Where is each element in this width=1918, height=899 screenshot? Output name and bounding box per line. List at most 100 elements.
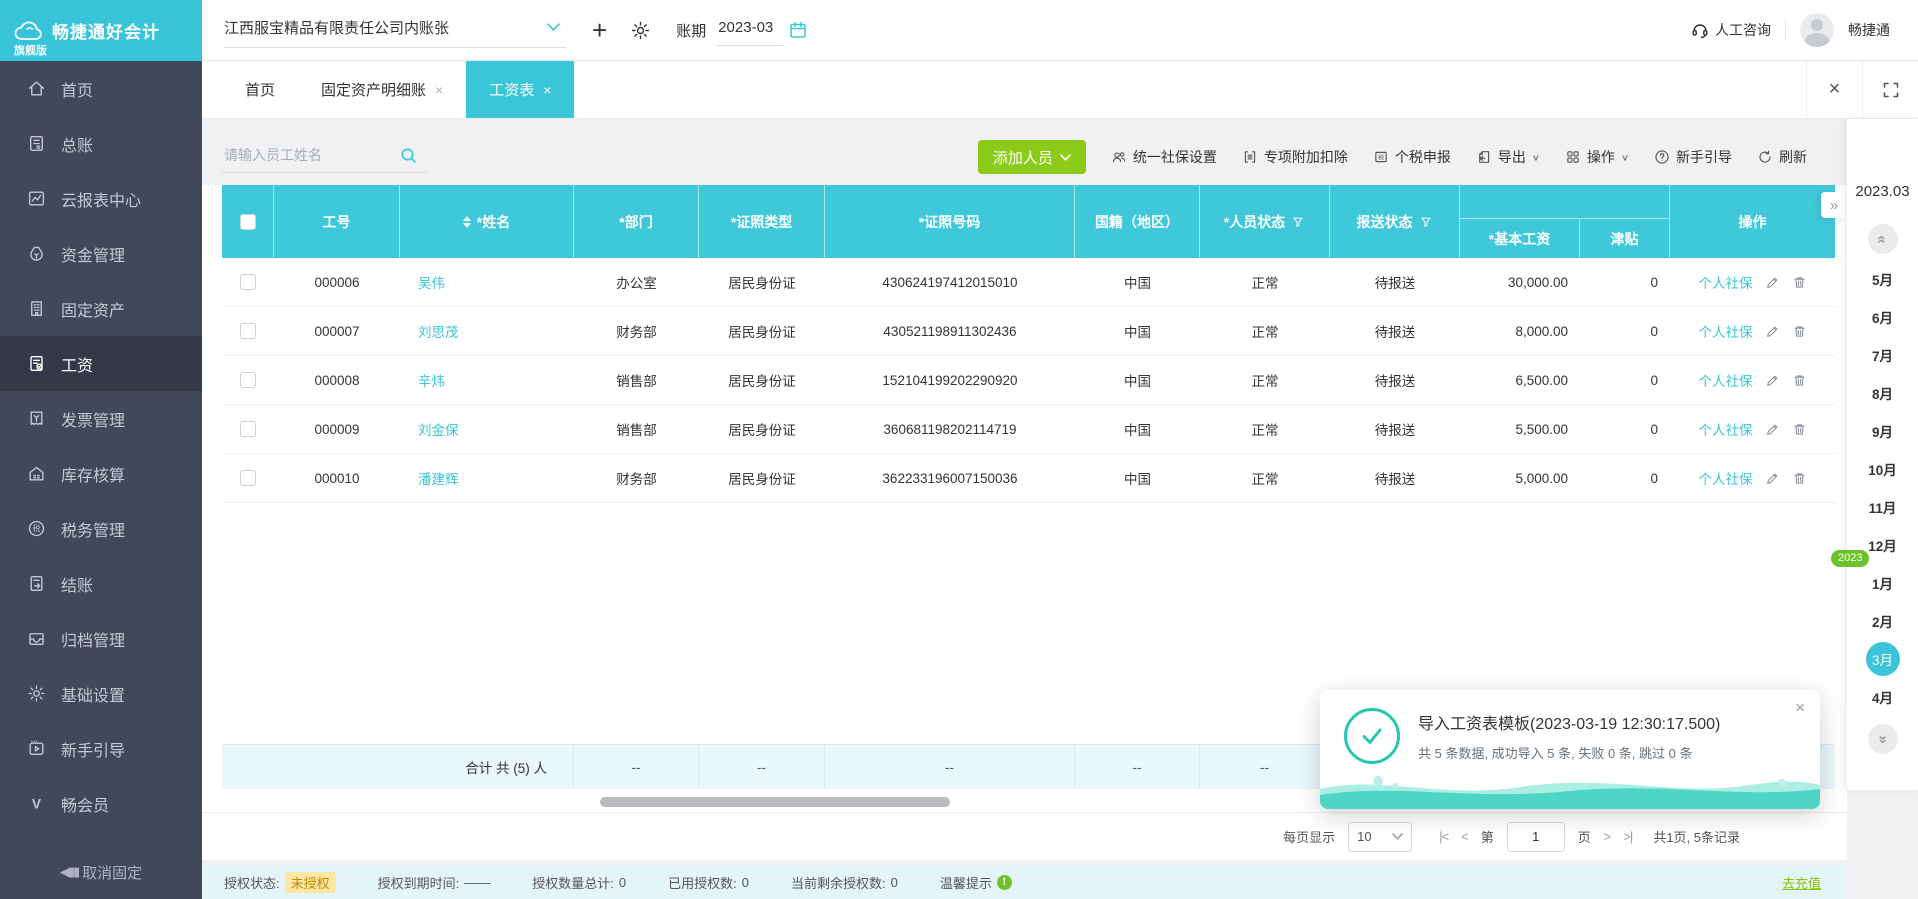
personal-social-security-link[interactable]: 个人社保 [1698,325,1753,340]
employee-name-link[interactable]: 辛炜 [418,374,445,389]
personal-social-security-link[interactable]: 个人社保 [1698,374,1753,389]
row-checkbox[interactable] [240,274,256,290]
sidebar-item-云报表中心[interactable]: 云报表中心 [0,171,202,226]
collapse-panel-handle[interactable]: » [1821,192,1847,218]
column-header-姓名[interactable]: *姓名 [400,185,574,258]
month-item-4月[interactable]: 4月 [1847,678,1918,716]
select-all-checkbox[interactable] [239,213,256,230]
sidebar-item-归档管理[interactable]: 归档管理 [0,611,202,666]
row-checkbox[interactable] [240,323,256,339]
toolbar-button-新手引导[interactable]: 新手引导 [1654,147,1732,167]
toolbar-button-刷新[interactable]: 刷新 [1757,147,1807,167]
month-item-11月[interactable]: 11月 [1847,488,1918,526]
tab-首页[interactable]: 首页 [222,61,298,118]
delete-icon[interactable] [1792,422,1807,437]
column-header-操作[interactable]: 操作 [1670,185,1835,258]
column-header-人员状态[interactable]: *人员状态 [1200,185,1330,258]
personal-social-security-link[interactable]: 个人社保 [1698,423,1753,438]
search-icon[interactable] [400,147,417,164]
per-page-select[interactable]: 10 [1348,821,1413,852]
delete-icon[interactable] [1792,324,1807,339]
employee-name-link[interactable]: 刘思茂 [418,325,459,340]
toolbar-button-操作[interactable]: 操作 ∨ [1565,147,1629,167]
sidebar-item-库存核算[interactable]: 库存核算 [0,446,202,501]
info-icon[interactable]: ! [996,874,1012,890]
column-header-证照类型[interactable]: *证照类型 [699,185,825,258]
column-header-津贴[interactable]: 津贴 [1580,219,1670,258]
toolbar-button-统一社保设置[interactable]: 统一社保设置 [1111,147,1217,167]
sidebar-item-畅会员[interactable]: V 畅会员 [0,776,202,831]
close-icon[interactable]: × [435,81,444,98]
scrollbar-thumb[interactable] [600,797,950,807]
toolbar-button-导出[interactable]: 导出 ∨ [1476,147,1540,167]
avatar[interactable] [1800,13,1834,47]
edit-icon[interactable] [1765,471,1780,486]
edit-icon[interactable] [1765,373,1780,388]
personal-social-security-link[interactable]: 个人社保 [1698,276,1753,291]
gear-icon[interactable] [631,21,650,40]
tab-固定资产明细账[interactable]: 固定资产明细账 × [298,61,466,118]
month-item-7月[interactable]: 7月 [1847,336,1918,374]
sidebar-item-总账[interactable]: 总账 [0,116,202,171]
employee-name-link[interactable]: 刘金保 [418,423,459,438]
column-header-基本工资[interactable]: *基本工资 [1460,219,1580,258]
month-item-2月[interactable]: 2月 [1847,602,1918,640]
column-header-证照号码[interactable]: *证照号码 [825,185,1075,258]
company-selector[interactable]: 江西服宝精品有限责任公司内账张 [224,13,566,48]
period-value[interactable]: 2023-03 [716,15,784,46]
column-header-部门[interactable]: *部门 [574,185,699,258]
calendar-icon[interactable] [789,21,807,39]
month-item-12月[interactable]: 12月 [1847,526,1918,564]
sidebar-item-税务管理[interactable]: 税 税务管理 [0,501,202,556]
scroll-months-down-button[interactable]: « [1867,724,1898,754]
support-button[interactable]: 人工咨询 [1691,20,1771,40]
close-workspace-icon[interactable]: × [1806,61,1862,118]
user-name[interactable]: 畅捷通 [1848,22,1890,38]
add-account-icon[interactable]: + [592,15,608,45]
month-item-6月[interactable]: 6月 [1847,298,1918,336]
edit-icon[interactable] [1765,324,1780,339]
month-item-9月[interactable]: 9月 [1847,412,1918,450]
edit-icon[interactable] [1765,275,1780,290]
first-page-button[interactable]: |< [1439,829,1449,844]
employee-name-link[interactable]: 吴伟 [418,276,445,291]
unpin-sidebar-button[interactable]: ◀▮▮ 取消固定 [0,855,202,889]
add-employee-button[interactable]: 添加人员 [977,140,1086,174]
scroll-months-up-button[interactable]: « [1867,224,1898,254]
month-item-8月[interactable]: 8月 [1847,374,1918,412]
close-icon[interactable]: × [543,81,552,98]
sort-icon[interactable] [462,215,471,228]
filter-icon[interactable] [1419,215,1433,229]
sidebar-item-基础设置[interactable]: 基础设置 [0,666,202,721]
month-item-5月[interactable]: 5月 [1847,260,1918,298]
column-header-国籍（地区）[interactable]: 国籍（地区） [1075,185,1200,258]
prev-page-button[interactable]: < [1461,829,1469,844]
personal-social-security-link[interactable]: 个人社保 [1698,472,1753,487]
toast-close-icon[interactable]: × [1795,698,1805,717]
edit-icon[interactable] [1765,422,1780,437]
fullscreen-icon[interactable] [1862,61,1918,118]
row-checkbox[interactable] [240,470,256,486]
next-page-button[interactable]: > [1603,829,1612,844]
page-input[interactable] [1506,821,1565,852]
toolbar-button-个税申报[interactable]: 税 个税申报 [1373,147,1451,167]
tab-工资表[interactable]: 工资表 × [466,61,575,118]
delete-icon[interactable] [1792,471,1807,486]
column-header-报送状态[interactable]: 报送状态 [1330,185,1460,258]
recharge-link[interactable]: 去充值 [1781,875,1821,891]
row-checkbox[interactable] [240,372,256,388]
sidebar-item-结账[interactable]: 结账 [0,556,202,611]
sidebar-item-资金管理[interactable]: 资金管理 [0,226,202,281]
row-checkbox[interactable] [240,421,256,437]
filter-icon[interactable] [1291,215,1305,229]
last-page-button[interactable]: >| [1623,829,1633,844]
search-input[interactable] [224,147,400,163]
employee-name-link[interactable]: 潘建辉 [418,472,459,487]
month-item-3月[interactable]: 3月 [1847,640,1918,678]
sidebar-item-首页[interactable]: 首页 [0,61,202,116]
month-item-10月[interactable]: 10月 [1847,450,1918,488]
sidebar-item-发票管理[interactable]: 发票管理 [0,391,202,446]
sidebar-item-工资[interactable]: 工资 [0,336,202,391]
month-item-1月[interactable]: 1月 [1847,564,1918,602]
delete-icon[interactable] [1792,275,1807,290]
